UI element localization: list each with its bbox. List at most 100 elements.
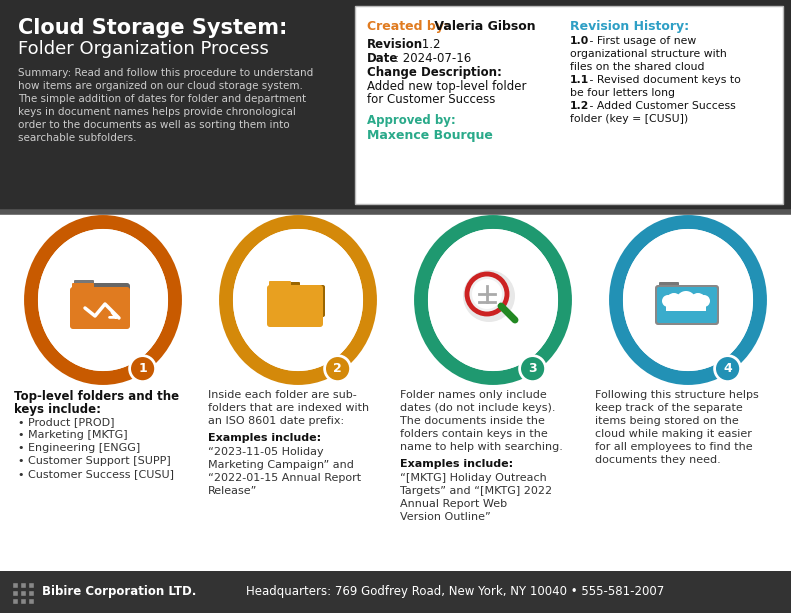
Text: an ISO 8601 date prefix:: an ISO 8601 date prefix: — [208, 416, 344, 426]
Ellipse shape — [233, 229, 363, 371]
Text: 4: 4 — [723, 362, 732, 375]
Text: “2023-11-05 Holiday: “2023-11-05 Holiday — [208, 447, 324, 457]
Circle shape — [698, 295, 710, 307]
Text: Valeria Gibson: Valeria Gibson — [430, 20, 536, 33]
Circle shape — [714, 356, 740, 382]
Text: Maxence Bourque: Maxence Bourque — [367, 129, 493, 142]
FancyBboxPatch shape — [666, 299, 706, 311]
Ellipse shape — [38, 229, 168, 371]
Text: : 1.2: : 1.2 — [414, 38, 441, 51]
FancyBboxPatch shape — [0, 210, 791, 571]
Circle shape — [463, 270, 515, 322]
FancyBboxPatch shape — [282, 282, 300, 290]
Text: - Added Customer Success: - Added Customer Success — [585, 101, 736, 111]
FancyBboxPatch shape — [74, 280, 94, 289]
Text: Following this structure helps: Following this structure helps — [595, 390, 759, 400]
Text: Marketing Campaign” and: Marketing Campaign” and — [208, 460, 354, 470]
Ellipse shape — [428, 229, 558, 371]
Text: “2022-01-15 Annual Report: “2022-01-15 Annual Report — [208, 473, 361, 483]
Text: Folder names only include: Folder names only include — [400, 390, 547, 400]
Circle shape — [130, 356, 156, 382]
Text: keys include:: keys include: — [14, 403, 101, 416]
Text: - First usage of new: - First usage of new — [585, 36, 696, 46]
FancyBboxPatch shape — [0, 571, 791, 613]
Text: be four letters long: be four letters long — [570, 88, 675, 98]
Text: Revision History:: Revision History: — [570, 20, 689, 33]
Text: The documents inside the: The documents inside the — [400, 416, 545, 426]
FancyBboxPatch shape — [20, 582, 26, 588]
Text: Inside each folder are sub-: Inside each folder are sub- — [208, 390, 357, 400]
Text: searchable subfolders.: searchable subfolders. — [18, 133, 137, 143]
Text: Release”: Release” — [208, 486, 257, 496]
Text: Change Description:: Change Description: — [367, 66, 501, 79]
Text: documents they need.: documents they need. — [595, 455, 721, 465]
Circle shape — [662, 295, 674, 307]
Circle shape — [676, 291, 696, 311]
Text: cloud while making it easier: cloud while making it easier — [595, 429, 752, 439]
Text: Bibire Corporation LTD.: Bibire Corporation LTD. — [42, 585, 196, 598]
Text: Added new top-level folder: Added new top-level folder — [367, 80, 527, 93]
Text: folders contain keys in the: folders contain keys in the — [400, 429, 547, 439]
Text: Revision: Revision — [367, 38, 423, 51]
FancyBboxPatch shape — [355, 6, 783, 204]
FancyBboxPatch shape — [28, 590, 34, 596]
Text: Folder Organization Process: Folder Organization Process — [18, 40, 269, 58]
Text: Version Outline”: Version Outline” — [400, 512, 490, 522]
Text: Summary: Read and follow this procedure to understand: Summary: Read and follow this procedure … — [18, 68, 313, 78]
Text: 1.1: 1.1 — [570, 75, 589, 85]
FancyBboxPatch shape — [70, 287, 130, 329]
FancyBboxPatch shape — [72, 283, 130, 325]
Text: Approved by:: Approved by: — [367, 114, 456, 127]
FancyBboxPatch shape — [72, 283, 94, 293]
Text: “[MKTG] Holiday Outreach: “[MKTG] Holiday Outreach — [400, 473, 547, 483]
Circle shape — [520, 356, 546, 382]
Text: Top-level folders and the: Top-level folders and the — [14, 390, 179, 403]
FancyBboxPatch shape — [12, 598, 18, 604]
Text: Annual Report Web: Annual Report Web — [400, 499, 507, 509]
Text: Targets” and “[MKTG] 2022: Targets” and “[MKTG] 2022 — [400, 486, 552, 496]
Ellipse shape — [623, 229, 753, 371]
Text: : 2024-07-16: : 2024-07-16 — [395, 52, 471, 65]
Text: Examples include:: Examples include: — [208, 433, 321, 443]
Text: Date: Date — [367, 52, 399, 65]
Text: 1.0: 1.0 — [570, 36, 589, 46]
Text: 1: 1 — [138, 362, 147, 375]
Text: for all employees to find the: for all employees to find the — [595, 442, 752, 452]
Text: items being stored on the: items being stored on the — [595, 416, 739, 426]
Text: - Revised document keys to: - Revised document keys to — [585, 75, 740, 85]
FancyBboxPatch shape — [659, 282, 679, 291]
Circle shape — [467, 274, 507, 314]
Text: order to the documents as well as sorting them into: order to the documents as well as sortin… — [18, 120, 290, 130]
Circle shape — [324, 356, 350, 382]
Circle shape — [666, 293, 682, 309]
FancyBboxPatch shape — [269, 281, 291, 291]
FancyBboxPatch shape — [20, 590, 26, 596]
Text: name to help with searching.: name to help with searching. — [400, 442, 563, 452]
Text: folders that are indexed with: folders that are indexed with — [208, 403, 369, 413]
Circle shape — [472, 279, 502, 309]
Text: The simple addition of dates for folder and department: The simple addition of dates for folder … — [18, 94, 306, 104]
Text: • Customer Success [CUSU]: • Customer Success [CUSU] — [18, 469, 174, 479]
Text: files on the shared cloud: files on the shared cloud — [570, 62, 705, 72]
Text: • Product [PROD]: • Product [PROD] — [18, 417, 115, 427]
Text: • Engineering [ENGG]: • Engineering [ENGG] — [18, 443, 140, 453]
Text: 2: 2 — [333, 362, 342, 375]
FancyBboxPatch shape — [267, 285, 323, 327]
Text: how items are organized on our cloud storage system.: how items are organized on our cloud sto… — [18, 81, 303, 91]
Text: for Customer Success: for Customer Success — [367, 93, 495, 106]
Text: 3: 3 — [528, 362, 537, 375]
FancyBboxPatch shape — [28, 598, 34, 604]
Text: Cloud Storage System:: Cloud Storage System: — [18, 18, 287, 38]
FancyBboxPatch shape — [0, 0, 791, 210]
Text: keep track of the separate: keep track of the separate — [595, 403, 743, 413]
FancyBboxPatch shape — [655, 285, 719, 325]
FancyBboxPatch shape — [20, 598, 26, 604]
Text: folder (key = [CUSU]): folder (key = [CUSU]) — [570, 114, 688, 124]
FancyBboxPatch shape — [281, 285, 325, 317]
Text: 1.2: 1.2 — [570, 101, 589, 111]
FancyBboxPatch shape — [657, 287, 717, 323]
Text: Headquarters: 769 Godfrey Road, New York, NY 10040 • 555-581-2007: Headquarters: 769 Godfrey Road, New York… — [246, 585, 664, 598]
Text: • Marketing [MKTG]: • Marketing [MKTG] — [18, 430, 127, 440]
Text: organizational structure with: organizational structure with — [570, 49, 727, 59]
Circle shape — [690, 293, 706, 309]
